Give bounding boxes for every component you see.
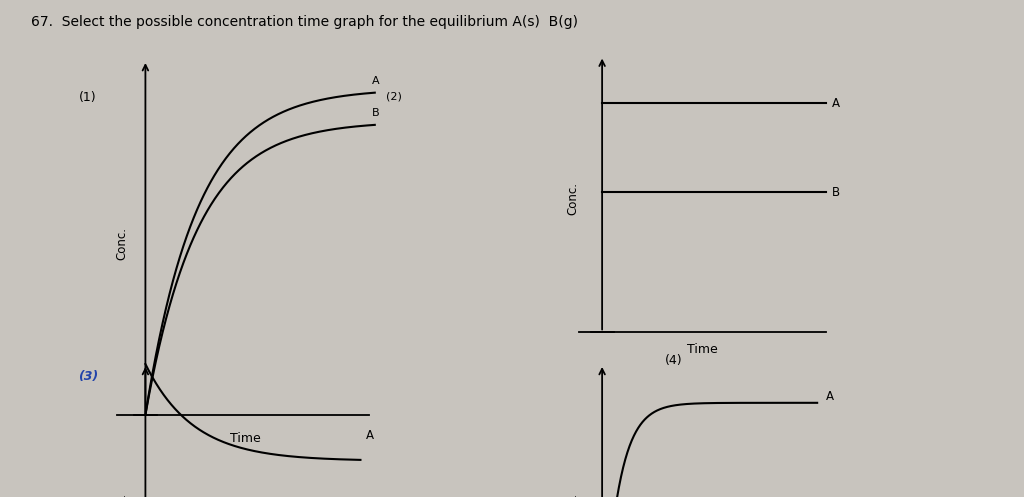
Text: 67.  Select the possible concentration time graph for the equilibrium A(s)  B(g): 67. Select the possible concentration ti… [31,15,578,29]
Text: Conc.: Conc. [116,227,128,260]
Text: B: B [372,108,380,118]
Text: A: A [831,97,840,110]
Text: Conc.: Conc. [566,182,580,215]
Text: A: A [367,428,374,442]
Text: A: A [825,390,834,403]
Text: (1): (1) [79,91,97,104]
Text: A: A [372,76,380,85]
Text: (4): (4) [665,354,683,367]
Text: (2): (2) [386,92,402,102]
Text: Time: Time [230,432,261,445]
Text: B: B [831,186,840,199]
Text: (3): (3) [78,370,98,383]
Text: Conc.: Conc. [116,493,128,497]
Text: Conc.: Conc. [566,493,580,497]
Text: Time: Time [687,343,718,356]
